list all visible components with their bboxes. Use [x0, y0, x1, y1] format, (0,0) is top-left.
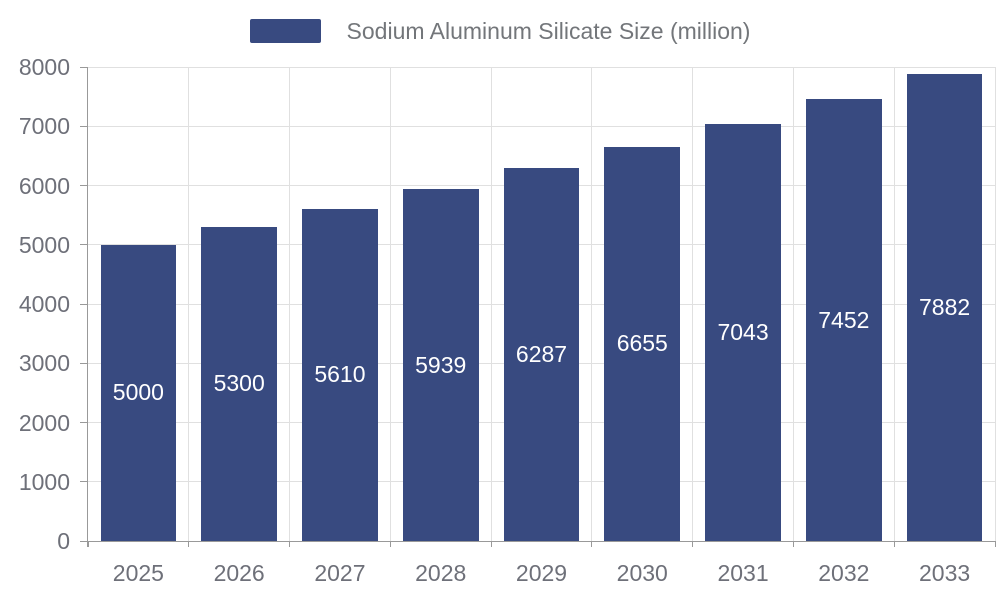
y-axis-line — [87, 67, 88, 547]
y-axis-tick — [80, 244, 88, 246]
bar-value-label: 5610 — [314, 361, 366, 388]
x-axis-label: 2028 — [415, 560, 467, 586]
y-axis-tick — [80, 303, 88, 305]
x-gridline — [792, 67, 794, 541]
y-axis-label: 1000 — [18, 468, 70, 495]
x-gridline — [490, 67, 492, 541]
bar-value-label: 6287 — [515, 341, 568, 368]
bar-value-label: 5939 — [415, 351, 467, 378]
y-axis-tick — [80, 362, 88, 364]
y-gridline — [88, 66, 995, 68]
y-axis-label: 7000 — [18, 113, 70, 140]
x-axis-tick — [188, 541, 190, 547]
x-axis-label: 2032 — [818, 560, 870, 586]
y-axis-tick — [80, 481, 88, 483]
x-axis-tick — [87, 541, 89, 547]
x-axis-tick — [490, 541, 492, 547]
y-axis-tick — [80, 185, 88, 186]
x-axis-tick — [692, 541, 694, 547]
bar-value-label: 7043 — [717, 318, 769, 345]
legend-swatch[interactable] — [249, 19, 321, 43]
legend-item[interactable]: Sodium Aluminum Silicate Size (million) — [0, 19, 1000, 43]
bar-2032[interactable]: 7452 — [806, 99, 882, 541]
x-gridline — [389, 67, 391, 541]
x-axis-tick — [389, 541, 391, 547]
x-gridline — [893, 67, 895, 541]
x-axis-label: 2031 — [717, 560, 769, 586]
x-gridline — [188, 67, 190, 541]
x-axis-label: 2030 — [616, 560, 668, 586]
y-gridline — [88, 125, 995, 127]
y-axis-label: 3000 — [18, 350, 70, 377]
x-axis-tick — [792, 541, 794, 547]
x-gridline — [994, 67, 996, 541]
y-axis-tick — [80, 66, 88, 68]
x-axis-tick — [994, 541, 996, 547]
x-axis-tick — [893, 541, 895, 547]
y-axis-tick — [80, 540, 88, 542]
bar-value-label: 7882 — [919, 293, 971, 320]
x-axis-label: 2033 — [919, 560, 971, 586]
bar-value-label: 6655 — [616, 330, 668, 357]
bar-2029[interactable]: 6287 — [503, 168, 580, 541]
bar-2030[interactable]: 6655 — [604, 146, 681, 541]
x-gridline — [591, 67, 593, 541]
bar-2027[interactable]: 5610 — [302, 208, 378, 541]
y-axis-label: 6000 — [18, 172, 70, 199]
x-axis-label: 2029 — [515, 560, 568, 586]
y-axis-label: 0 — [57, 528, 70, 554]
x-axis-tick — [289, 541, 291, 547]
bar-2026[interactable]: 5300 — [201, 226, 277, 541]
bar-value-label: 5000 — [112, 379, 164, 406]
y-axis-label: 5000 — [18, 231, 70, 258]
x-gridline — [692, 67, 694, 541]
bar-2031[interactable]: 7043 — [705, 123, 781, 541]
x-axis-label: 2026 — [213, 560, 265, 586]
bar-value-label: 5300 — [213, 370, 265, 397]
x-gridline — [289, 67, 291, 541]
legend-label: Sodium Aluminum Silicate Size (million) — [346, 18, 751, 44]
bar-value-label: 7452 — [818, 306, 870, 333]
x-axis-line — [87, 541, 996, 542]
y-axis-label: 8000 — [18, 54, 70, 80]
y-axis-label: 2000 — [18, 409, 70, 436]
y-axis-label: 4000 — [18, 291, 70, 317]
x-axis-tick — [591, 541, 593, 547]
bar-2025[interactable]: 5000 — [100, 244, 177, 541]
bar-2033[interactable]: 7882 — [906, 73, 983, 541]
x-axis-label: 2027 — [314, 560, 366, 586]
x-axis-label: 2025 — [112, 560, 164, 586]
y-axis-tick — [80, 422, 88, 423]
y-axis-tick — [80, 125, 88, 127]
bar-2028[interactable]: 5939 — [402, 189, 479, 541]
